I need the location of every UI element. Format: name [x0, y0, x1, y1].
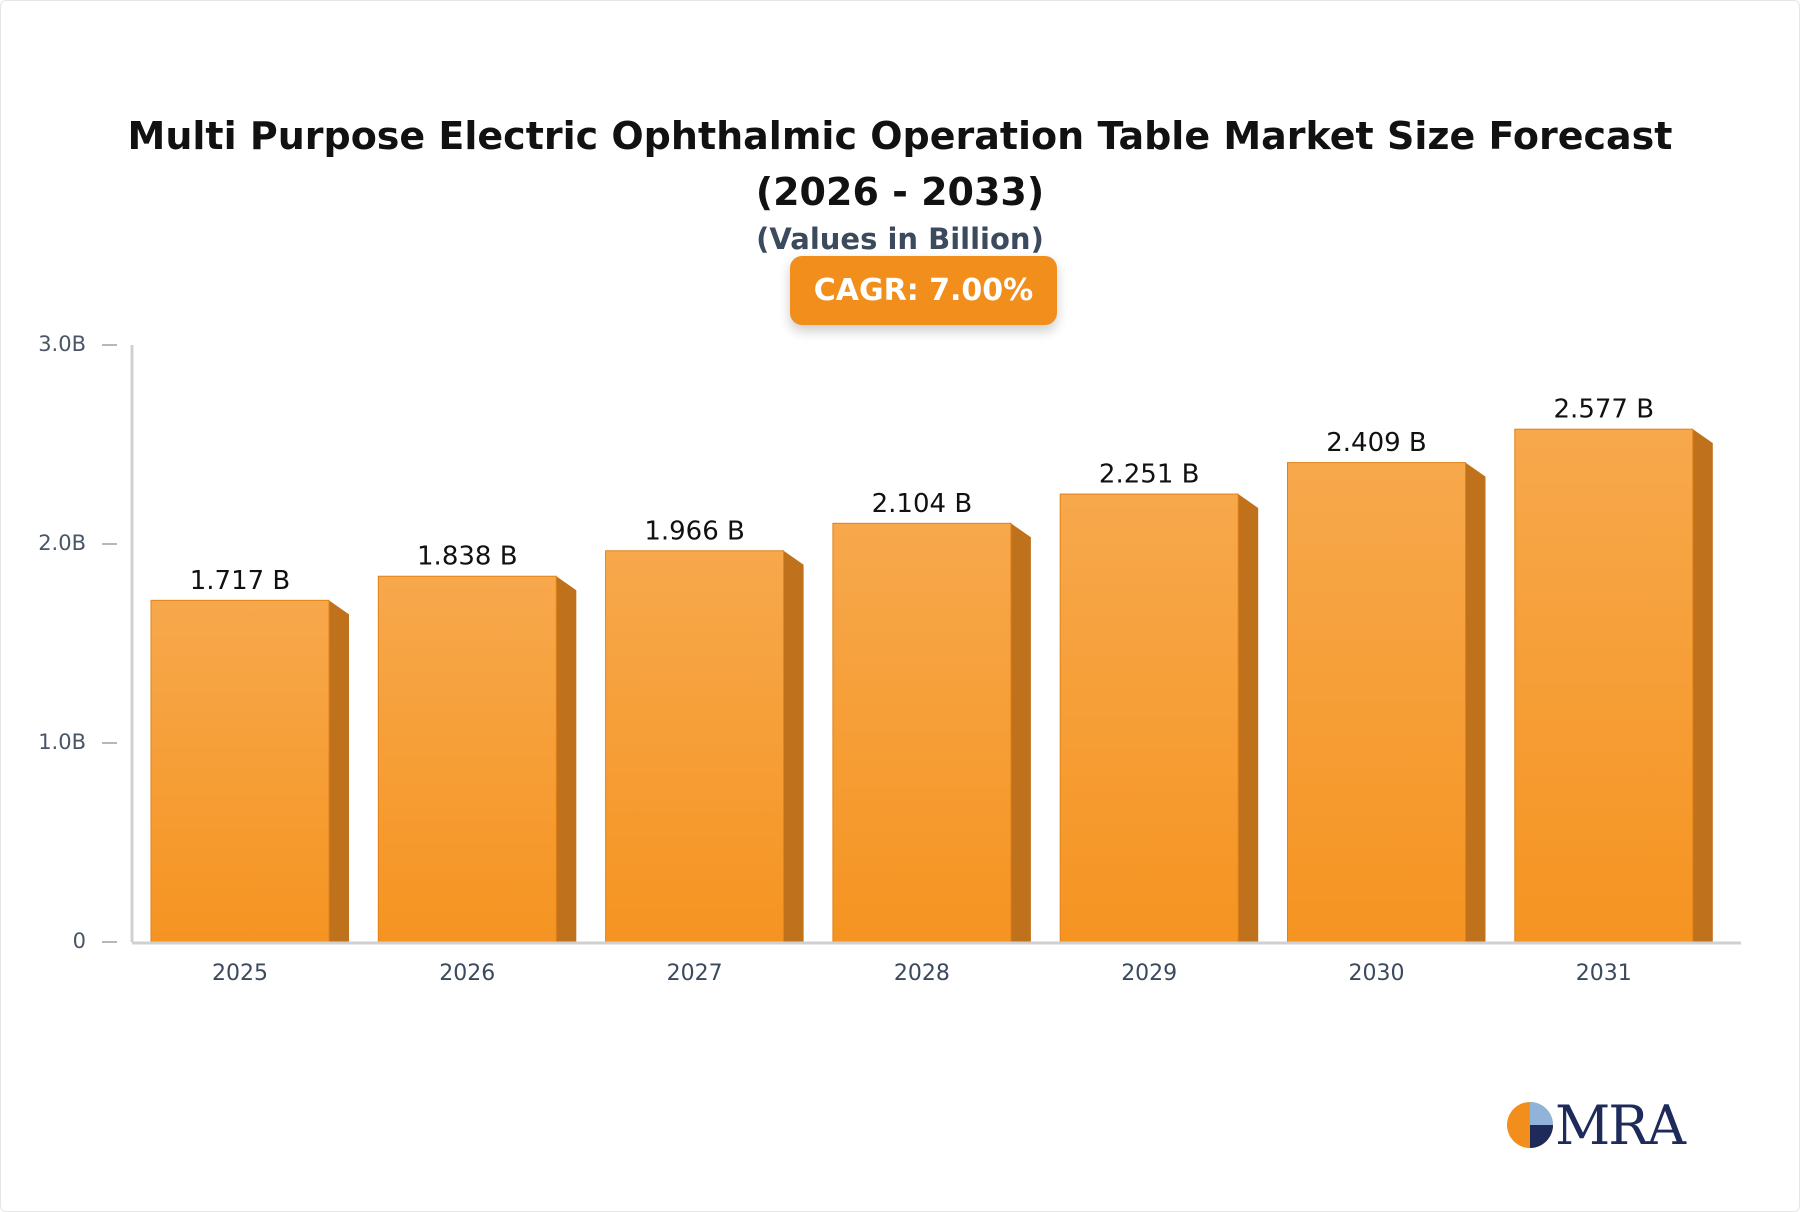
- x-tick-label: 2026: [439, 961, 495, 986]
- y-tick-label: 0: [73, 929, 86, 953]
- value-label: 2.251 B: [1099, 460, 1200, 490]
- x-tick-label: 2031: [1576, 961, 1632, 986]
- chart-title: Multi Purpose Electric Ophthalmic Operat…: [127, 114, 1673, 214]
- bar-side: [556, 576, 577, 942]
- value-label: 2.577 B: [1554, 395, 1655, 425]
- y-tick-label: 3.0B: [38, 332, 86, 356]
- value-label: 1.966 B: [644, 516, 745, 546]
- logo: MRA: [1505, 1093, 1686, 1157]
- bar: [377, 575, 557, 943]
- logo-icon: [1507, 1102, 1553, 1148]
- y-tick-label: 2.0B: [38, 531, 86, 555]
- bar: [832, 522, 1012, 943]
- cagr-badge: CAGR: 7.00%: [790, 256, 1057, 325]
- logo-text: MRA: [1555, 1093, 1686, 1157]
- bar: [1059, 493, 1239, 943]
- bar: [150, 599, 330, 943]
- value-label: 1.838 B: [417, 542, 518, 572]
- x-tick-label: 2030: [1349, 961, 1405, 986]
- bar-side: [1692, 429, 1713, 942]
- value-label: 2.409 B: [1326, 428, 1427, 458]
- x-tick-label: 2027: [667, 961, 723, 986]
- bar-side: [329, 600, 349, 942]
- x-tick-label: 2025: [212, 961, 268, 986]
- bar: [1287, 462, 1466, 943]
- x-tick-label: 2028: [894, 961, 950, 986]
- bar: [605, 550, 785, 943]
- bar-side: [1238, 494, 1259, 942]
- value-label: 2.104 B: [872, 489, 973, 519]
- bar-side: [1465, 462, 1486, 942]
- bar-side: [1010, 523, 1031, 942]
- x-tick-label: 2029: [1121, 961, 1177, 986]
- bar: [1514, 428, 1694, 943]
- y-tick-label: 1.0B: [38, 730, 86, 754]
- chart-subtitle: (Values in Billion): [756, 222, 1044, 256]
- value-label: 1.717 B: [190, 566, 291, 596]
- bar-side: [783, 550, 804, 942]
